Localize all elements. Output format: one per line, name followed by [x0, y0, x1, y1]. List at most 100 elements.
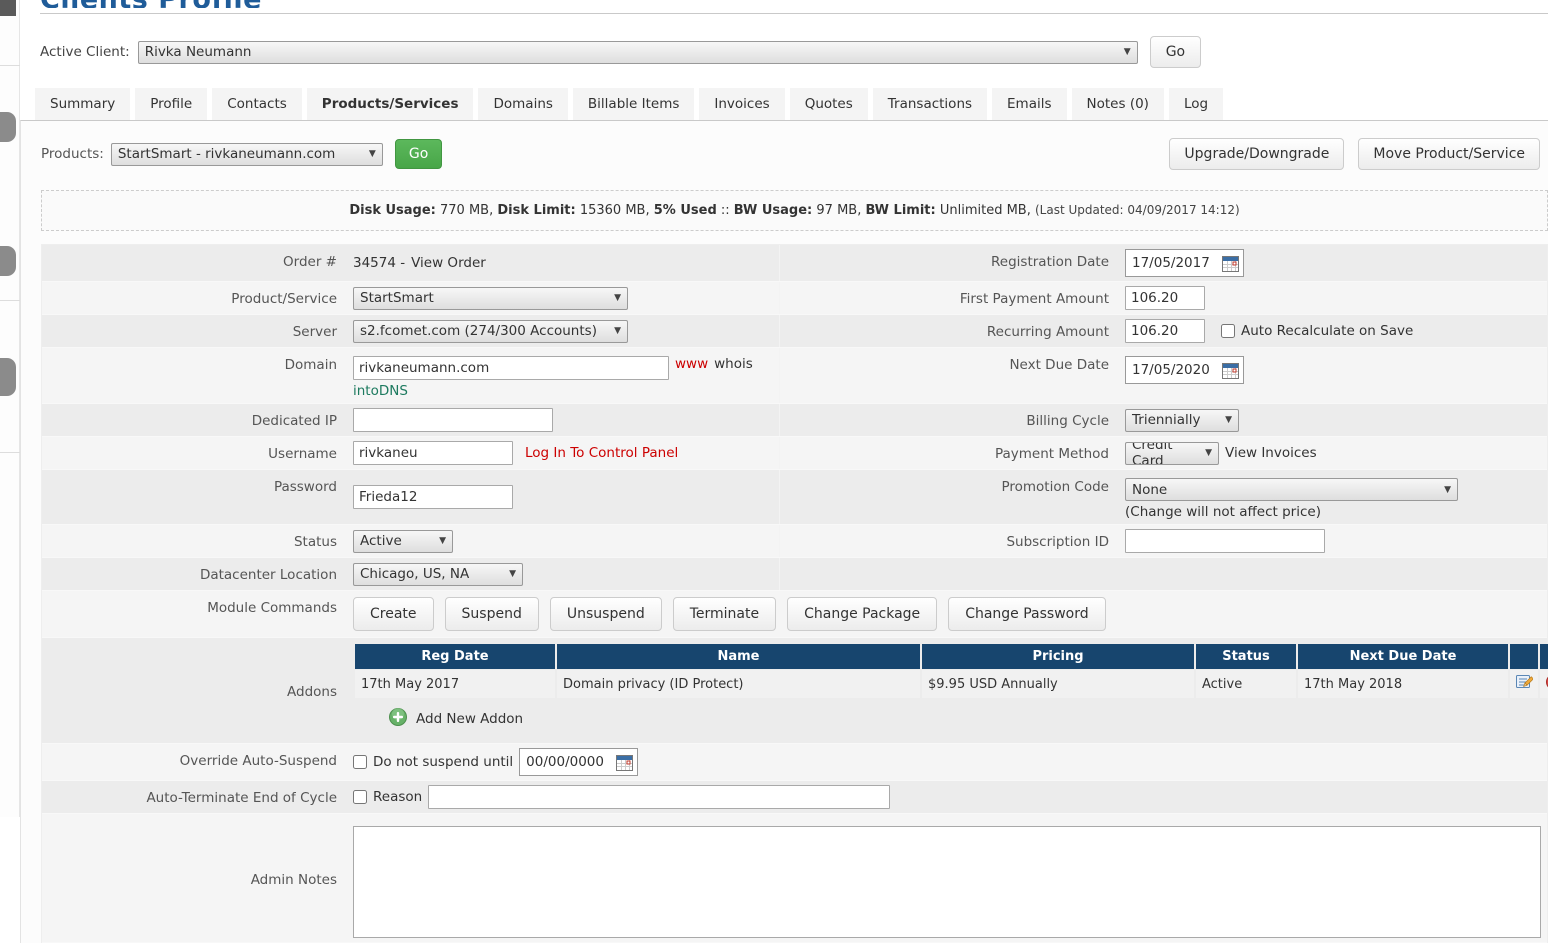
payment-method-select[interactable]: Credit Card ▼ — [1125, 442, 1219, 465]
whois-link[interactable]: whois — [714, 356, 753, 372]
status-select[interactable]: Active ▼ — [353, 530, 453, 553]
usage-stats-box: Disk Usage: 770 MB, Disk Limit: 15360 MB… — [41, 190, 1548, 231]
move-product-service-button[interactable]: Move Product/Service — [1358, 138, 1540, 170]
password-input[interactable] — [353, 485, 513, 509]
intodns-link[interactable]: intoDNS — [353, 383, 408, 399]
terminate-reason-input[interactable] — [428, 785, 890, 809]
disk-usage-value: 770 MB, — [440, 203, 493, 218]
calendar-icon[interactable] — [1219, 362, 1242, 379]
active-client-go-button[interactable]: Go — [1150, 36, 1201, 68]
tab-contacts[interactable]: Contacts — [212, 88, 302, 120]
view-order-link[interactable]: View Order — [411, 255, 486, 271]
registration-date-field — [1125, 249, 1244, 277]
promotion-code-value: None — [1132, 482, 1167, 498]
products-services-panel: Products: StartSmart - rivkaneumann.com … — [20, 120, 1548, 943]
auto-terminate-checkbox[interactable] — [353, 790, 367, 804]
module-suspend-button[interactable]: Suspend — [445, 597, 539, 631]
subscription-id-label: Subscription ID — [780, 525, 1117, 557]
chevron-down-icon: ▼ — [509, 569, 516, 579]
module-create-button[interactable]: Create — [353, 597, 434, 631]
tab-transactions[interactable]: Transactions — [873, 88, 987, 120]
tab-log[interactable]: Log — [1169, 88, 1223, 120]
status-value: Active — [360, 533, 402, 549]
promotion-note: (Change will not affect price) — [1125, 504, 1321, 520]
module-unsuspend-button[interactable]: Unsuspend — [550, 597, 662, 631]
sidebar-flyout-tab[interactable] — [0, 246, 16, 276]
payment-method-value: Credit Card — [1132, 442, 1197, 465]
server-value: s2.fcomet.com (274/300 Accounts) — [360, 323, 597, 339]
addons-label: Addons — [42, 675, 345, 706]
promotion-code-select[interactable]: None ▼ — [1125, 478, 1458, 501]
upgrade-downgrade-button[interactable]: Upgrade/Downgrade — [1169, 138, 1344, 170]
datacenter-location-select[interactable]: Chicago, US, NA ▼ — [353, 563, 523, 586]
products-label: Products: — [41, 146, 104, 162]
auto-recalculate-checkbox[interactable] — [1221, 324, 1235, 338]
page-title: Clients Profile — [40, 0, 1548, 8]
datacenter-location-label: Datacenter Location — [42, 558, 345, 590]
active-client-label: Active Client: — [40, 44, 130, 60]
products-select[interactable]: StartSmart - rivkaneumann.com ▼ — [111, 143, 383, 166]
tab-products-services[interactable]: Products/Services — [307, 88, 474, 120]
admin-notes-textarea[interactable] — [353, 826, 1541, 938]
tab-profile[interactable]: Profile — [135, 88, 207, 120]
products-go-button[interactable]: Go — [395, 139, 442, 169]
tab-invoices[interactable]: Invoices — [699, 88, 784, 120]
addon-status: Active — [1196, 670, 1296, 698]
add-new-addon-link[interactable]: Add New Addon — [389, 708, 1548, 730]
bw-usage-value: 97 MB, — [816, 203, 861, 218]
tab-billable-items[interactable]: Billable Items — [573, 88, 694, 120]
chevron-down-icon: ▼ — [1444, 485, 1451, 495]
disk-limit-value: 15360 MB, — [580, 203, 650, 218]
override-auto-suspend-checkbox[interactable] — [353, 755, 367, 769]
domain-label: Domain — [42, 348, 345, 403]
next-due-date-input[interactable] — [1127, 359, 1219, 381]
recurring-amount-label: Recurring Amount — [780, 315, 1117, 347]
addon-row: 17th May 2017 Domain privacy (ID Protect… — [355, 670, 1548, 698]
sidebar-corner-tab — [0, 0, 16, 16]
active-client-select[interactable]: Rivka Neumann ▼ — [138, 41, 1138, 64]
product-service-label: Product/Service — [42, 282, 345, 314]
products-bar: Products: StartSmart - rivkaneumann.com … — [41, 138, 1540, 170]
tab-summary[interactable]: Summary — [35, 88, 130, 120]
login-control-panel-link[interactable]: Log In To Control Panel — [525, 445, 678, 461]
billing-cycle-select[interactable]: Triennially ▼ — [1125, 409, 1239, 432]
server-select[interactable]: s2.fcomet.com (274/300 Accounts) ▼ — [353, 320, 628, 343]
chevron-down-icon: ▼ — [1124, 47, 1131, 57]
sidebar-flyout-tab[interactable] — [0, 112, 16, 142]
registration-date-input[interactable] — [1127, 252, 1219, 274]
edit-addon-icon[interactable] — [1516, 679, 1533, 694]
chevron-down-icon: ▼ — [614, 293, 621, 303]
module-change-package-button[interactable]: Change Package — [787, 597, 937, 631]
tab-notes[interactable]: Notes (0) — [1072, 88, 1164, 120]
recurring-amount-input[interactable] — [1125, 319, 1205, 343]
admin-notes-label: Admin Notes — [42, 863, 345, 894]
subscription-id-input[interactable] — [1125, 529, 1325, 553]
www-link[interactable]: www — [675, 356, 708, 372]
addons-header-reg-date: Reg Date — [355, 644, 555, 669]
promotion-code-label: Promotion Code — [780, 470, 1117, 524]
tab-domains[interactable]: Domains — [478, 88, 567, 120]
view-invoices-link[interactable]: View Invoices — [1225, 445, 1317, 461]
first-payment-input[interactable] — [1125, 286, 1205, 310]
reason-text: Reason — [373, 789, 422, 805]
tab-emails[interactable]: Emails — [992, 88, 1067, 120]
calendar-icon[interactable] — [1219, 255, 1242, 272]
order-label: Order # — [42, 245, 345, 281]
module-change-password-button[interactable]: Change Password — [948, 597, 1105, 631]
addon-name: Domain privacy (ID Protect) — [557, 670, 920, 698]
domain-input[interactable] — [353, 356, 669, 380]
auto-recalculate-label: Auto Recalculate on Save — [1241, 323, 1413, 339]
next-due-date-field — [1125, 356, 1244, 384]
last-updated: (Last Updated: 04/09/2017 14:12) — [1035, 203, 1240, 217]
calendar-icon[interactable] — [613, 754, 636, 771]
sidebar-flyout-tab[interactable] — [0, 358, 16, 396]
suspend-until-input[interactable] — [521, 751, 613, 773]
dedicated-ip-input[interactable] — [353, 408, 553, 432]
module-terminate-button[interactable]: Terminate — [673, 597, 776, 631]
username-input[interactable] — [353, 441, 513, 465]
addons-table: Reg Date Name Pricing Status Next Due Da… — [353, 643, 1548, 699]
module-commands-label: Module Commands — [42, 591, 345, 637]
addon-pricing: $9.95 USD Annually — [922, 670, 1194, 698]
product-service-select[interactable]: StartSmart ▼ — [353, 287, 628, 310]
tab-quotes[interactable]: Quotes — [790, 88, 868, 120]
